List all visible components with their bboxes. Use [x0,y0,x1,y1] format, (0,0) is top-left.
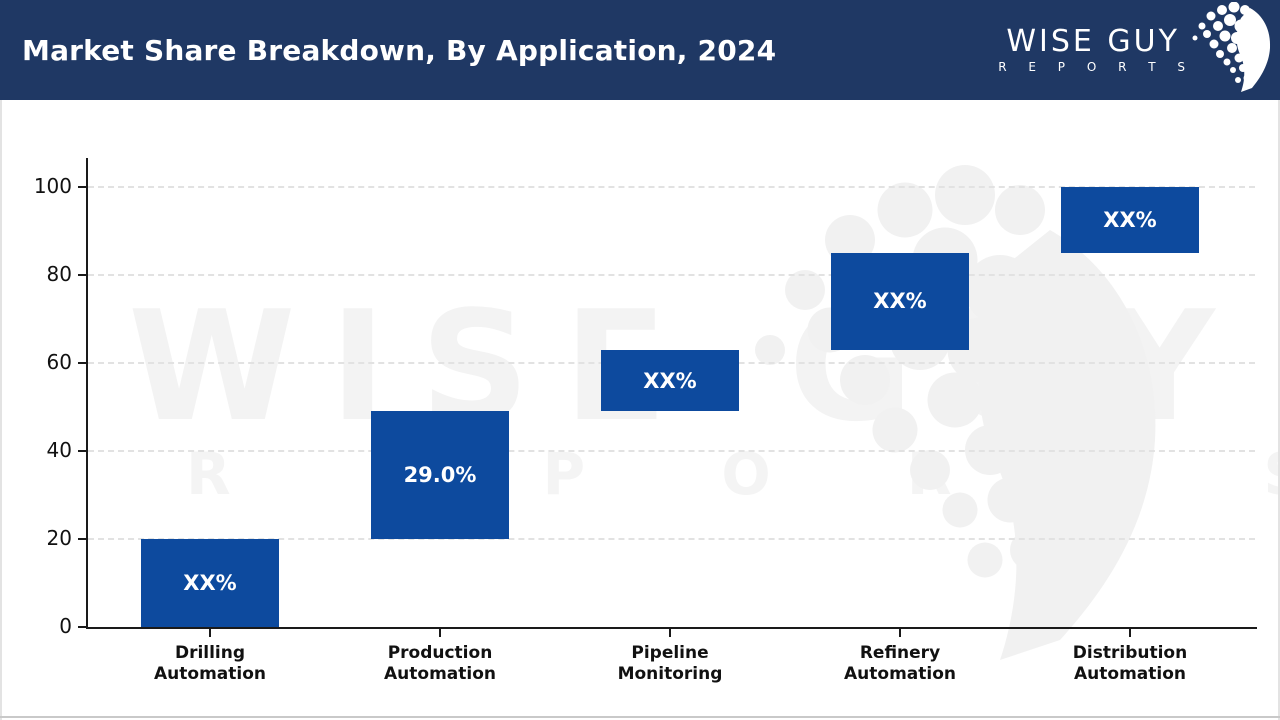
y-tick-mark [78,186,86,188]
x-tick-label-line: Automation [1074,664,1186,684]
header-bar: Market Share Breakdown, By Application, … [0,0,1280,100]
y-tick-label: 20 [46,526,72,550]
bar-value-label: XX% [643,368,697,393]
page-border-bottom [0,716,1280,718]
x-axis-spine [86,627,1257,629]
bar-value-label: XX% [1103,208,1157,232]
y-tick-label: 0 [59,614,72,638]
x-tick-mark [899,629,901,637]
logo: WISE GUY R E P O R T S [992,1,1272,98]
bar: XX% [831,253,969,350]
page-border-left [0,100,2,720]
x-tick-mark [439,629,441,637]
y-tick-label: 80 [46,262,72,286]
bar: 29.0% [371,411,509,539]
x-tick-label-line: Automation [154,664,266,684]
y-tick-mark [78,274,86,276]
watermark-face-icon [730,160,1170,664]
page-border-right [1278,100,1280,720]
logo-wordmark: WISE GUY [1006,23,1180,59]
y-axis-spine [86,158,88,629]
bar-value-label: 29.0% [403,463,477,488]
gridline [88,450,1255,452]
x-tick-label-line: Production [387,643,493,663]
logo-text: WISE GUY R E P O R T S [992,23,1194,74]
y-tick-label: 100 [33,174,72,198]
bar: XX% [141,539,279,627]
x-tick-label-line: Refinery [859,643,941,663]
x-tick-label: Pipeline Monitoring [555,643,785,685]
x-tick-label: Drilling Automation [95,643,325,685]
x-tick-mark [1129,629,1131,637]
bar: XX% [601,349,739,412]
logo-face-icon [1188,1,1272,98]
logo-subtitle: R E P O R T S [998,59,1194,74]
x-tick-label: Distribution Automation [1015,643,1245,685]
x-tick-label-line: Automation [844,664,956,684]
y-tick-mark [78,450,86,452]
x-tick-mark [669,629,671,637]
page-title: Market Share Breakdown, By Application, … [22,33,777,67]
y-tick-label: 60 [46,350,72,374]
y-tick-mark [78,362,86,364]
gridline [88,186,1255,188]
chart-area: WISE GUY R E P O R T S 020406080100XX%Dr… [0,100,1280,720]
y-tick-mark [78,626,86,628]
x-tick-label: Production Automation [325,643,555,685]
bar-value-label: XX% [183,571,237,595]
x-tick-label: Refinery Automation [785,643,1015,685]
gridline [88,274,1255,276]
bar: XX% [1061,187,1199,253]
y-tick-mark [78,538,86,540]
x-tick-label-line: Pipeline [631,643,709,663]
x-tick-label-line: Distribution [1072,643,1188,663]
x-tick-label-line: Drilling [174,643,246,663]
x-tick-label-line: Monitoring [617,664,723,684]
y-tick-label: 40 [46,438,72,462]
gridline [88,538,1255,540]
bar-value-label: XX% [873,289,927,314]
x-tick-mark [209,629,211,637]
x-tick-label-line: Automation [384,664,496,684]
